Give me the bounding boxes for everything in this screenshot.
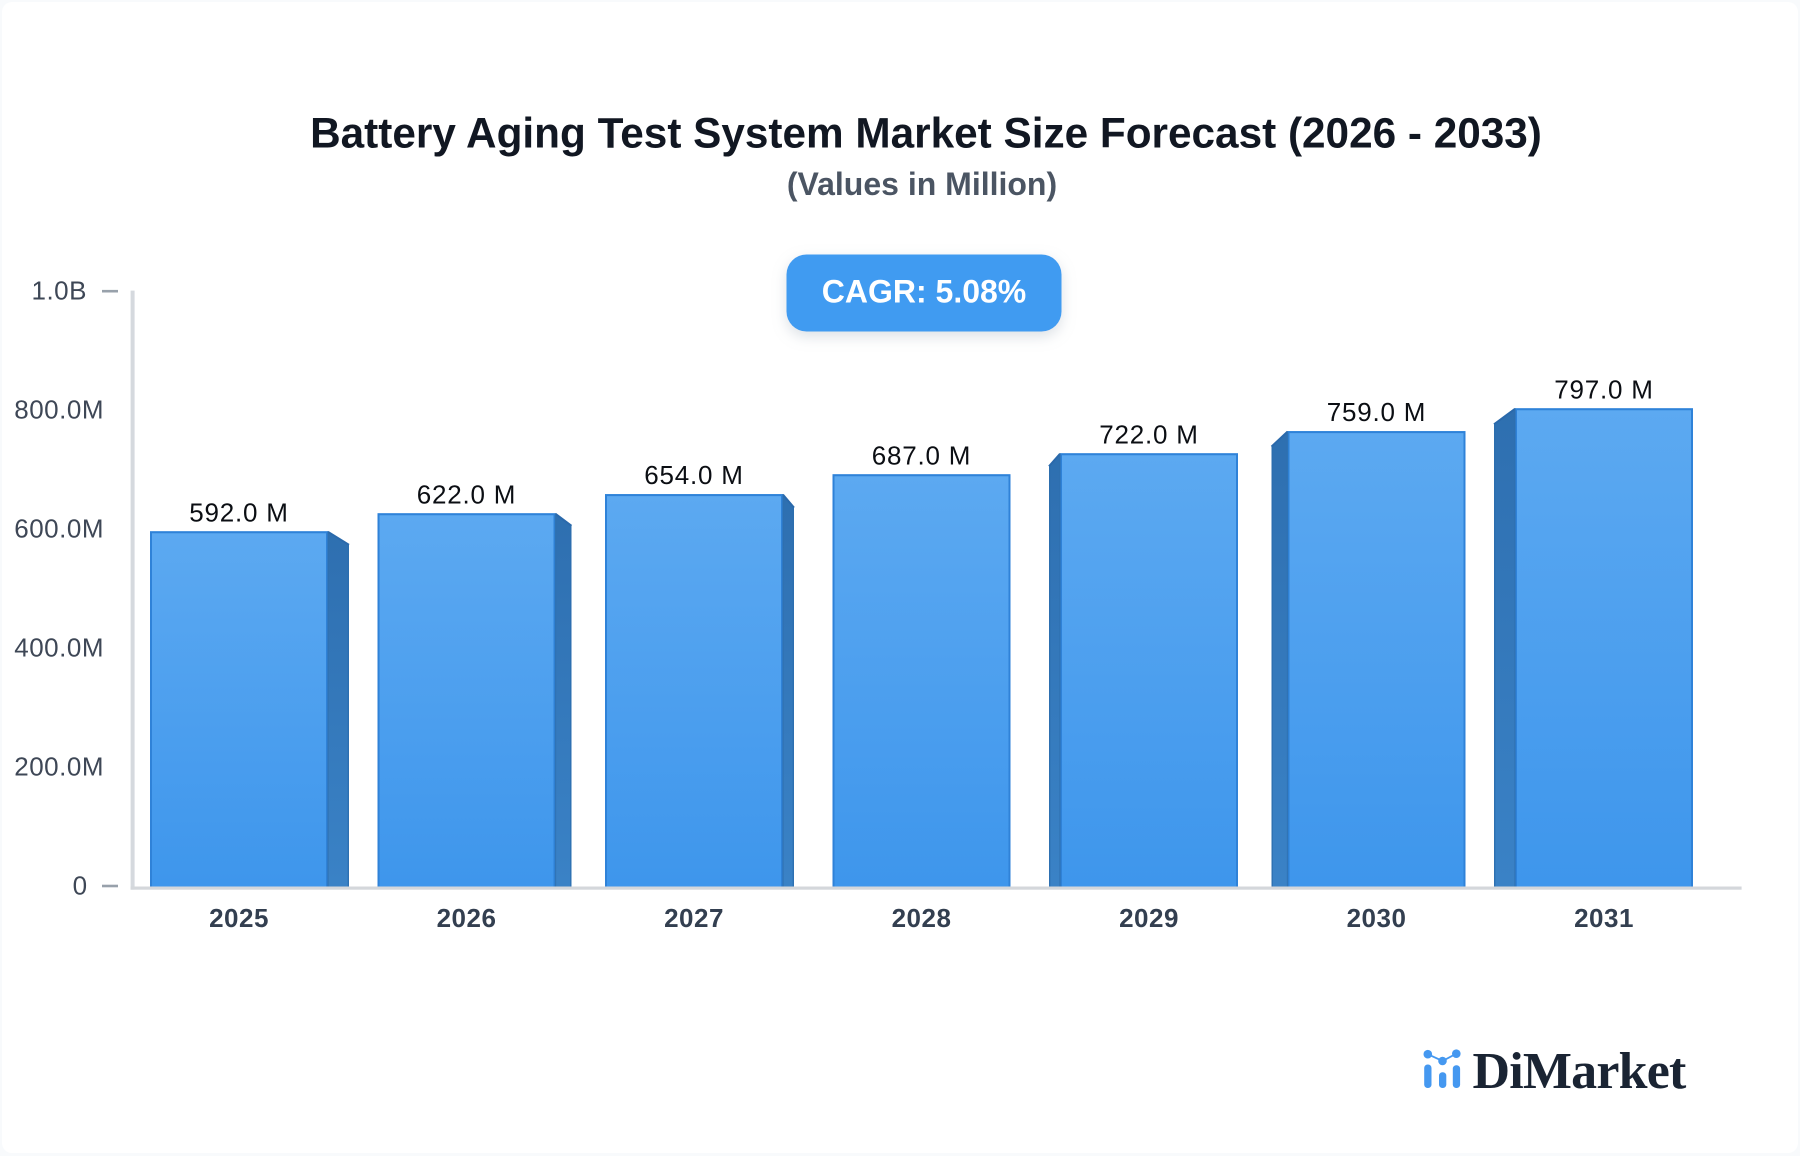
svg-text:2025: 2025 bbox=[209, 903, 269, 933]
svg-text:722.0 M: 722.0 M bbox=[1099, 419, 1199, 449]
svg-text:800.0M: 800.0M bbox=[14, 395, 104, 425]
svg-text:DiMarket: DiMarket bbox=[1473, 1043, 1688, 1100]
svg-text:CAGR: 5.08%: CAGR: 5.08% bbox=[822, 274, 1027, 310]
svg-text:759.0 M: 759.0 M bbox=[1327, 397, 1427, 427]
svg-text:600.0M: 600.0M bbox=[14, 514, 104, 544]
svg-text:2027: 2027 bbox=[664, 903, 724, 933]
svg-text:687.0 M: 687.0 M bbox=[872, 440, 972, 470]
svg-text:400.0M: 400.0M bbox=[14, 633, 104, 663]
svg-text:2026: 2026 bbox=[437, 903, 497, 933]
svg-text:654.0 M: 654.0 M bbox=[644, 460, 744, 490]
svg-text:0: 0 bbox=[73, 871, 88, 901]
svg-text:200.0M: 200.0M bbox=[14, 752, 104, 782]
svg-text:2029: 2029 bbox=[1119, 903, 1179, 933]
svg-text:592.0 M: 592.0 M bbox=[189, 497, 289, 527]
svg-text:(Values in Million): (Values in Million) bbox=[787, 166, 1057, 202]
svg-text:2030: 2030 bbox=[1347, 903, 1407, 933]
svg-text:Battery Aging Test System Mark: Battery Aging Test System Market Size Fo… bbox=[310, 110, 1542, 157]
svg-text:2031: 2031 bbox=[1574, 903, 1634, 933]
svg-text:2028: 2028 bbox=[892, 903, 952, 933]
svg-text:797.0 M: 797.0 M bbox=[1554, 374, 1654, 404]
svg-text:1.0B: 1.0B bbox=[32, 276, 88, 306]
svg-text:622.0 M: 622.0 M bbox=[417, 479, 517, 509]
